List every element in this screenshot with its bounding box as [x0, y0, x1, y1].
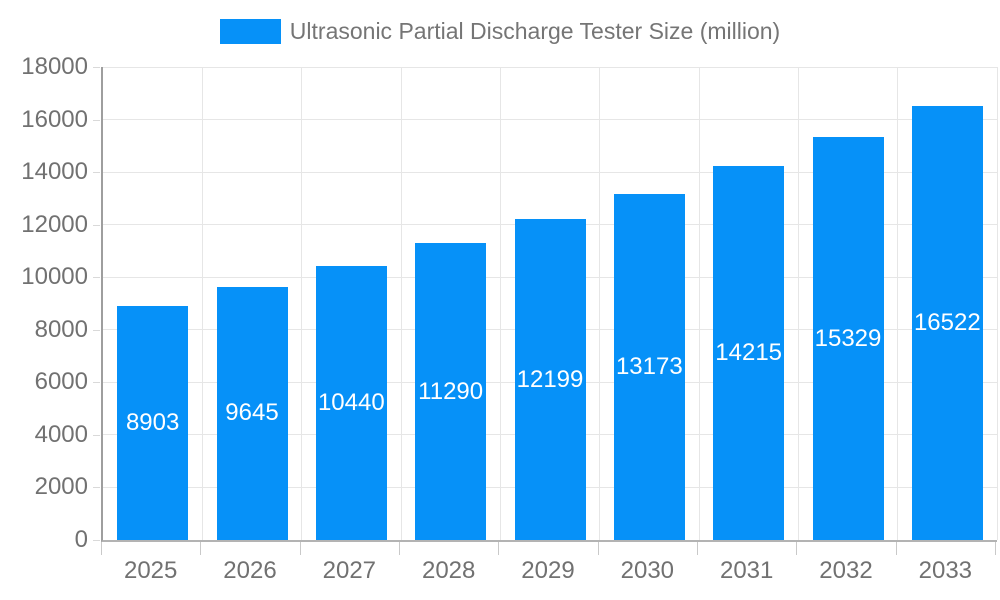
y-axis-tick — [93, 329, 100, 331]
x-axis-tick-label: 2030 — [620, 557, 675, 584]
y-axis-tick — [93, 540, 100, 541]
y-axis-tick-label: 2000 — [34, 473, 88, 501]
bar-2033: 16522 — [911, 105, 983, 540]
y-axis-tick-label: 18000 — [21, 53, 88, 80]
y-axis-tick-label: 6000 — [34, 368, 88, 396]
y-axis-tick-label: 16000 — [21, 105, 88, 133]
x-axis-tick-label: 2025 — [123, 557, 178, 584]
y-axis-tick — [93, 119, 100, 121]
bar-2030: 13173 — [613, 193, 685, 540]
bar-value-label: 13173 — [615, 352, 683, 380]
gridline-vertical — [599, 67, 601, 540]
bar-value-label: 9645 — [225, 399, 279, 427]
x-axis-tick — [200, 542, 202, 555]
gridline-horizontal — [103, 171, 997, 173]
gridline-vertical — [996, 67, 998, 540]
bar-value-label: 8903 — [125, 409, 180, 437]
gridline-vertical — [897, 67, 899, 540]
y-axis-tick — [93, 487, 100, 489]
bar-2031: 14215 — [713, 166, 785, 540]
gridline-vertical — [201, 67, 203, 540]
x-axis-tick-label: 2031 — [719, 557, 774, 584]
plot-area: 8903 9645 10440 11290 12199 13173 14215 15329 16… — [101, 66, 998, 542]
bar-2028: 11290 — [415, 243, 487, 540]
x-axis-tick-label: 2028 — [421, 557, 476, 584]
gridline-vertical — [301, 67, 303, 540]
y-axis-tick — [93, 224, 100, 226]
chart-legend: Ultrasonic Partial Discharge Tester Size… — [0, 16, 1000, 46]
gridline-vertical — [698, 67, 700, 540]
gridline-horizontal — [103, 119, 997, 121]
bar-value-label: 16522 — [913, 308, 981, 336]
bar-2025: 8903 — [117, 306, 189, 540]
x-axis-tick-label: 2026 — [223, 557, 277, 584]
y-axis-tick — [93, 67, 100, 68]
bar-value-label: 11290 — [418, 377, 484, 405]
bar-2026: 9645 — [216, 286, 288, 540]
x-axis-tick — [995, 542, 996, 555]
gridline-vertical — [400, 67, 402, 540]
bar-value-label: 12199 — [516, 365, 584, 393]
y-axis-tick — [93, 172, 100, 174]
y-axis-tick — [93, 382, 100, 384]
x-axis-tick — [498, 542, 500, 555]
x-axis-tick-label: 2027 — [322, 557, 377, 584]
y-axis-tick — [93, 434, 100, 436]
x-axis-tick — [895, 542, 897, 555]
x-axis-tick — [796, 542, 798, 555]
y-axis-tick-label: 4000 — [34, 420, 88, 448]
y-axis-tick-label: 8000 — [34, 315, 88, 343]
bar-2032: 15329 — [812, 137, 884, 540]
x-axis-tick-label: 2029 — [521, 557, 575, 584]
bar-value-label: 10440 — [317, 388, 385, 416]
x-axis-tick — [597, 542, 599, 555]
legend-label: Ultrasonic Partial Discharge Tester Size… — [289, 17, 781, 44]
bar-value-label: 15329 — [814, 324, 882, 352]
gridline-vertical — [797, 67, 799, 540]
x-axis-tick — [299, 542, 301, 555]
x-axis-tick — [697, 542, 698, 555]
y-axis-tick — [93, 277, 100, 279]
x-axis-tick — [399, 542, 400, 555]
gridline-vertical — [499, 67, 501, 540]
gridline-horizontal — [103, 66, 997, 68]
bar-2029: 12199 — [514, 219, 586, 540]
x-axis-tick-label: 2033 — [918, 557, 973, 584]
y-axis-tick-label: 14000 — [21, 158, 88, 186]
x-axis-tick — [101, 542, 102, 555]
y-axis-tick-label: 10000 — [21, 263, 88, 291]
legend-swatch — [219, 18, 281, 44]
y-axis-tick-label: 0 — [74, 526, 88, 553]
bar-value-label: 14215 — [715, 339, 783, 367]
x-axis-tick-label: 2032 — [819, 557, 873, 584]
bar-2027: 10440 — [315, 265, 387, 540]
y-axis-tick-label: 12000 — [21, 210, 88, 238]
